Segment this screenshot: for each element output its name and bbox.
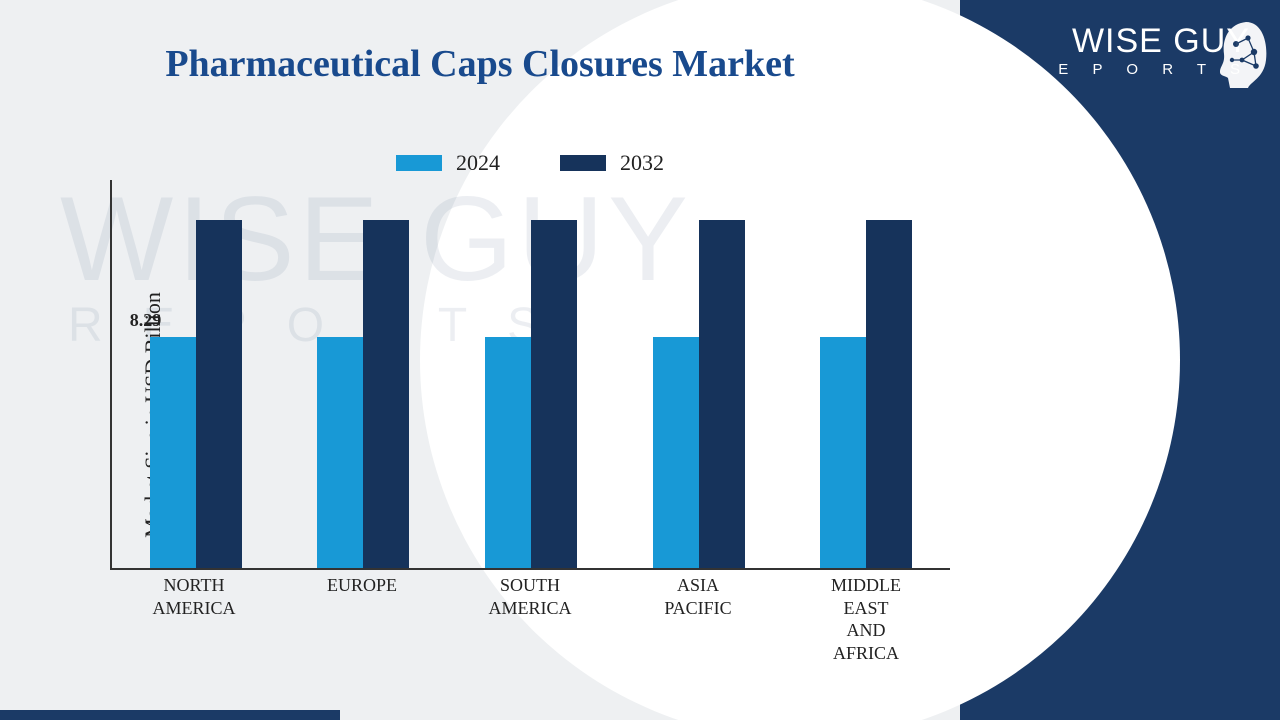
chart-card: WISE GUY REPORTS WISE GUY R E P O R T S …	[0, 0, 1280, 720]
x-axis-labels: NORTHAMERICA EUROPE SOUTHAMERICA ASIAPACIFI…	[110, 574, 950, 664]
legend-label: 2024	[456, 150, 500, 176]
legend-item-2032: 2032	[560, 150, 664, 176]
x-axis-tick-label: MIDDLEEASTANDAFRICA	[796, 574, 936, 664]
bar-group	[806, 180, 926, 568]
x-axis-tick-label: ASIAPACIFIC	[628, 574, 768, 664]
bar-2024	[485, 337, 531, 568]
bar-2024	[653, 337, 699, 568]
bar-2032	[363, 220, 409, 568]
bar-group	[303, 180, 423, 568]
legend-swatch-icon	[560, 155, 606, 171]
bar-2024	[150, 337, 196, 568]
x-axis-tick-label: NORTHAMERICA	[124, 574, 264, 664]
bar-2032	[531, 220, 577, 568]
logo-head-icon	[1216, 20, 1272, 90]
bar-2032	[866, 220, 912, 568]
bar-value-label: 8.29	[130, 310, 162, 331]
bar-2024	[317, 337, 363, 568]
chart-title: Pharmaceutical Caps Closures Market	[0, 42, 960, 86]
x-axis-tick-label: SOUTHAMERICA	[460, 574, 600, 664]
bar-groups: 8.29	[112, 180, 950, 568]
bar-2032	[196, 220, 242, 568]
bar-group: 8.29	[136, 180, 256, 568]
plot-area: 8.29	[110, 180, 950, 570]
legend-item-2024: 2024	[396, 150, 500, 176]
decorative-bottom-strip	[0, 710, 340, 720]
legend-label: 2032	[620, 150, 664, 176]
bar-group	[639, 180, 759, 568]
legend-swatch-icon	[396, 155, 442, 171]
legend: 2024 2032	[396, 150, 664, 176]
chart-area: Market Size in USD Billion 2024 2032 8.2…	[90, 150, 970, 680]
x-axis-tick-label: EUROPE	[292, 574, 432, 664]
bar-2024	[820, 337, 866, 568]
bar-2032	[699, 220, 745, 568]
bar-group	[471, 180, 591, 568]
